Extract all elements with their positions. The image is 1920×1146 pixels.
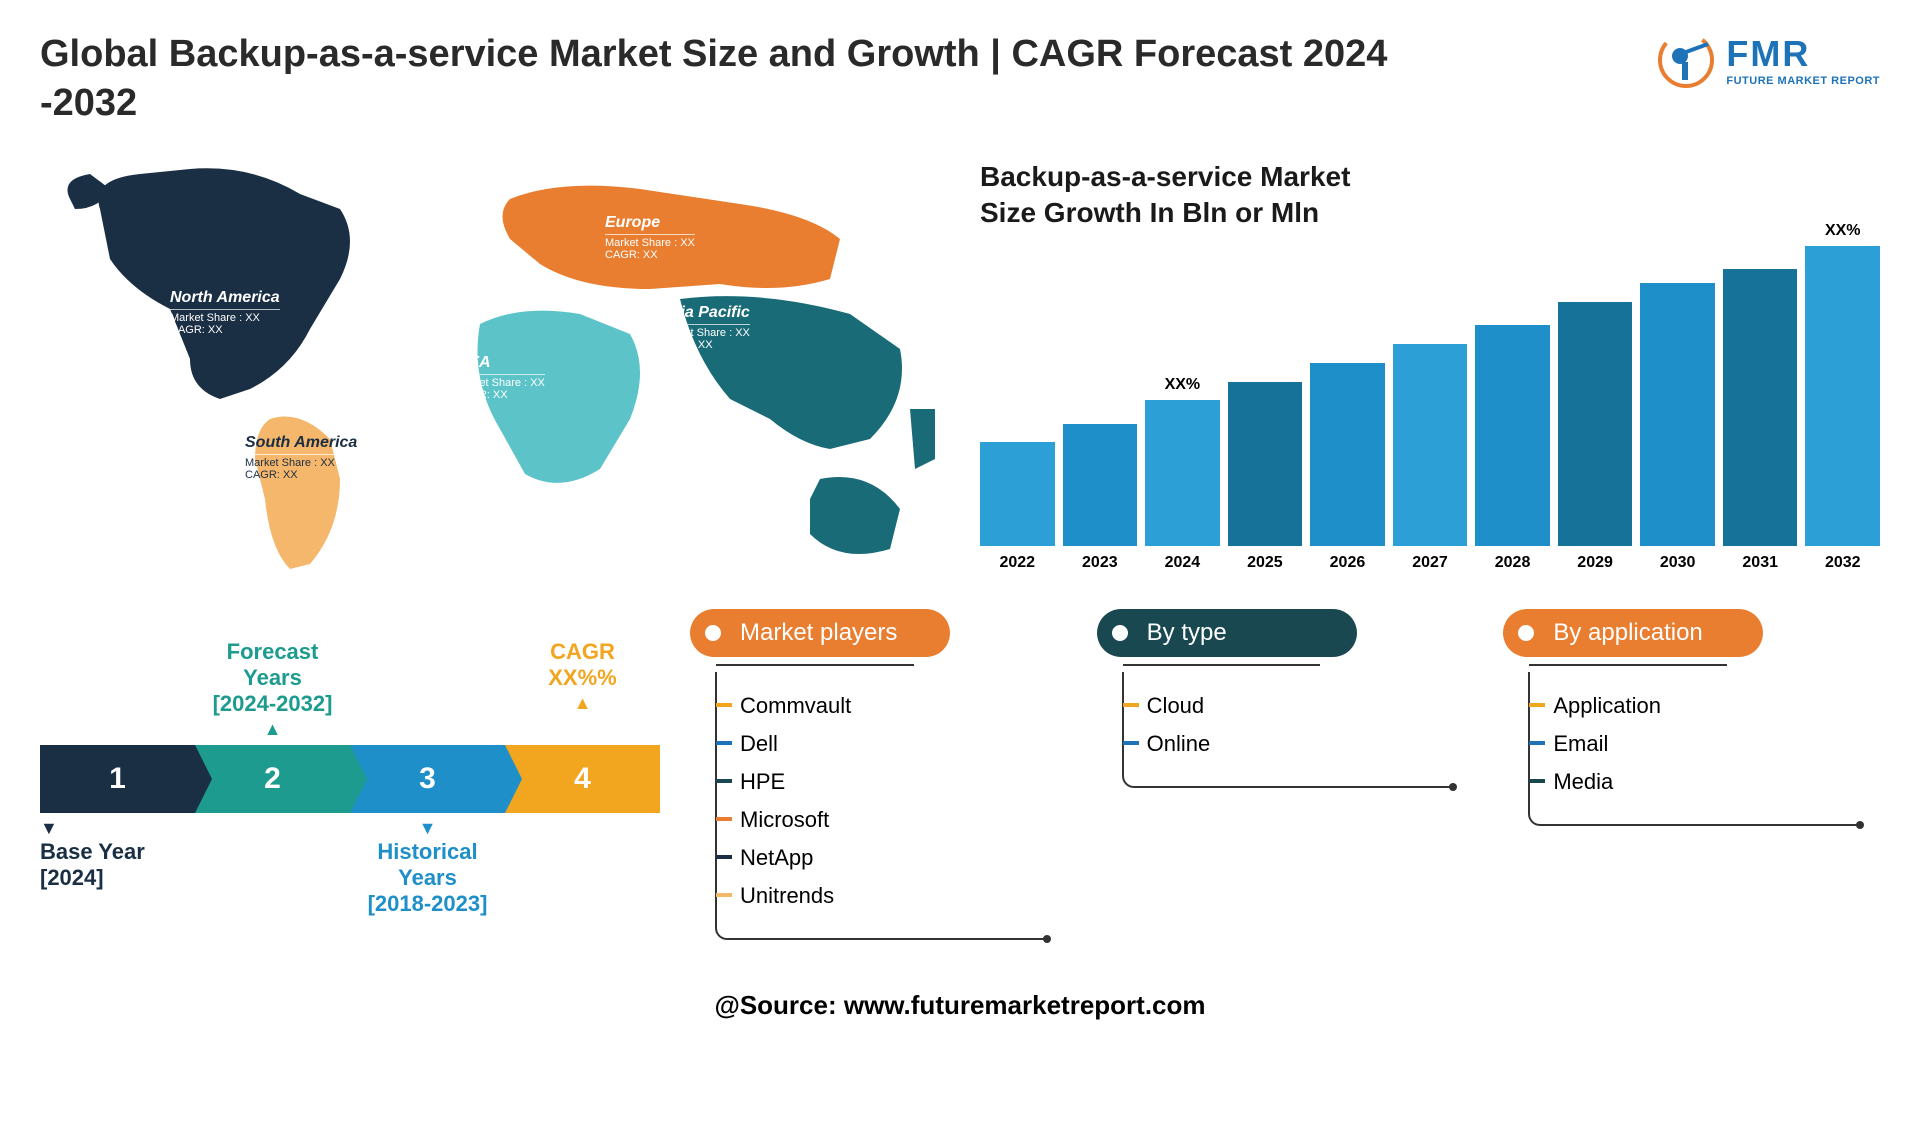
bar-2024: XX%2024	[1145, 400, 1220, 571]
bar-year-label: 2029	[1577, 554, 1613, 572]
card-by-type: By type CloudOnline	[1097, 609, 1474, 788]
bar-2026: 2026	[1310, 363, 1385, 572]
bar-2029: 2029	[1558, 302, 1633, 572]
list-by-type: CloudOnline	[1097, 672, 1474, 788]
list-item: NetApp	[740, 839, 1067, 877]
chart-title: Backup-as-a-service Market Size Growth I…	[980, 159, 1380, 232]
label-europe: Europe Market Share : XX CAGR: XX	[605, 214, 695, 261]
logo: FMR FUTURE MARKET REPORT	[1656, 30, 1880, 90]
logo-brand: FMR	[1726, 33, 1880, 75]
timeline-label-historical: ▼ Historical Years[2018-2023]	[350, 818, 505, 917]
list-item: Email	[1553, 725, 1880, 763]
list-item: Application	[1553, 687, 1880, 725]
top-row: North America Market Share : XX CAGR: XX…	[40, 149, 1880, 579]
bar-year-label: 2028	[1495, 554, 1531, 572]
list-item: Dell	[740, 725, 1067, 763]
bar-year-label: 2024	[1165, 554, 1201, 572]
bar-year-label: 2032	[1825, 554, 1861, 572]
bar-2023: 2023	[1063, 424, 1138, 572]
logo-icon	[1656, 30, 1716, 90]
list-item: Media	[1553, 763, 1880, 801]
card-header-application: By application	[1503, 609, 1763, 657]
timeline-seg-2: 2	[195, 745, 350, 813]
bar-chart: Backup-as-a-service Market Size Growth I…	[980, 149, 1880, 579]
timeline-seg-3: 3	[350, 745, 505, 813]
logo-tagline: FUTURE MARKET REPORT	[1726, 75, 1880, 87]
timeline-label-base: ▼ Base Year[2024]	[40, 818, 195, 917]
timeline-bar: 1 2 3 4	[40, 745, 660, 813]
list-item: Commvault	[740, 687, 1067, 725]
timeline-seg-4: 4	[505, 745, 660, 813]
list-market-players: CommvaultDellHPEMicrosoftNetAppUnitrends	[690, 672, 1067, 940]
card-header-type: By type	[1097, 609, 1357, 657]
bar-year-label: 2030	[1660, 554, 1696, 572]
card-market-players: Market players CommvaultDellHPEMicrosoft…	[690, 609, 1067, 940]
bar-2028: 2028	[1475, 325, 1550, 571]
label-north-america: North America Market Share : XX CAGR: XX	[170, 289, 280, 336]
label-asia-pacific: Asia Pacific Market Share : XX CAGR: XX	[660, 304, 750, 351]
list-by-application: ApplicationEmailMedia	[1503, 672, 1880, 826]
bar-2030: 2030	[1640, 283, 1715, 572]
bottom-row: Forecast Years[2024-2032] ▲ CAGRXX%% ▲ 1…	[40, 609, 1880, 940]
bar-year-label: 2027	[1412, 554, 1448, 572]
list-item: Online	[1147, 725, 1474, 763]
card-by-application: By application ApplicationEmailMedia	[1503, 609, 1880, 826]
source-attribution: @Source: www.futuremarketreport.com	[40, 990, 1880, 1021]
list-item: HPE	[740, 763, 1067, 801]
list-item: Microsoft	[740, 801, 1067, 839]
label-mea: MEA Market Share : XX CAGR: XX	[455, 354, 545, 401]
timeline-seg-1: 1	[40, 745, 195, 813]
bar-2025: 2025	[1228, 382, 1303, 572]
bar-2027: 2027	[1393, 344, 1468, 572]
timeline: Forecast Years[2024-2032] ▲ CAGRXX%% ▲ 1…	[40, 639, 660, 917]
bar-2031: 2031	[1723, 269, 1798, 572]
header: Global Backup-as-a-service Market Size a…	[40, 30, 1880, 129]
bar-annotation: XX%	[1165, 376, 1201, 394]
world-map: North America Market Share : XX CAGR: XX…	[40, 149, 940, 579]
label-south-america: South America Market Share : XX CAGR: XX	[245, 434, 357, 481]
bar-year-label: 2026	[1330, 554, 1366, 572]
region-north-america	[68, 168, 351, 399]
bar-annotation: XX%	[1825, 222, 1861, 240]
bar-year-label: 2031	[1742, 554, 1778, 572]
bar-2022: 2022	[980, 442, 1055, 571]
list-item: Unitrends	[740, 877, 1067, 915]
timeline-label-cagr: CAGRXX%% ▲	[505, 639, 660, 740]
list-item: Cloud	[1147, 687, 1474, 725]
timeline-label-forecast: Forecast Years[2024-2032] ▲	[195, 639, 350, 740]
bar-year-label: 2023	[1082, 554, 1118, 572]
card-header-players: Market players	[690, 609, 950, 657]
bar-2032: XX%2032	[1805, 246, 1880, 572]
bars-container: 20222023XX%20242025202620272028202920302…	[980, 252, 1880, 572]
bar-year-label: 2022	[999, 554, 1035, 572]
bar-year-label: 2025	[1247, 554, 1283, 572]
page-title: Global Backup-as-a-service Market Size a…	[40, 30, 1440, 129]
